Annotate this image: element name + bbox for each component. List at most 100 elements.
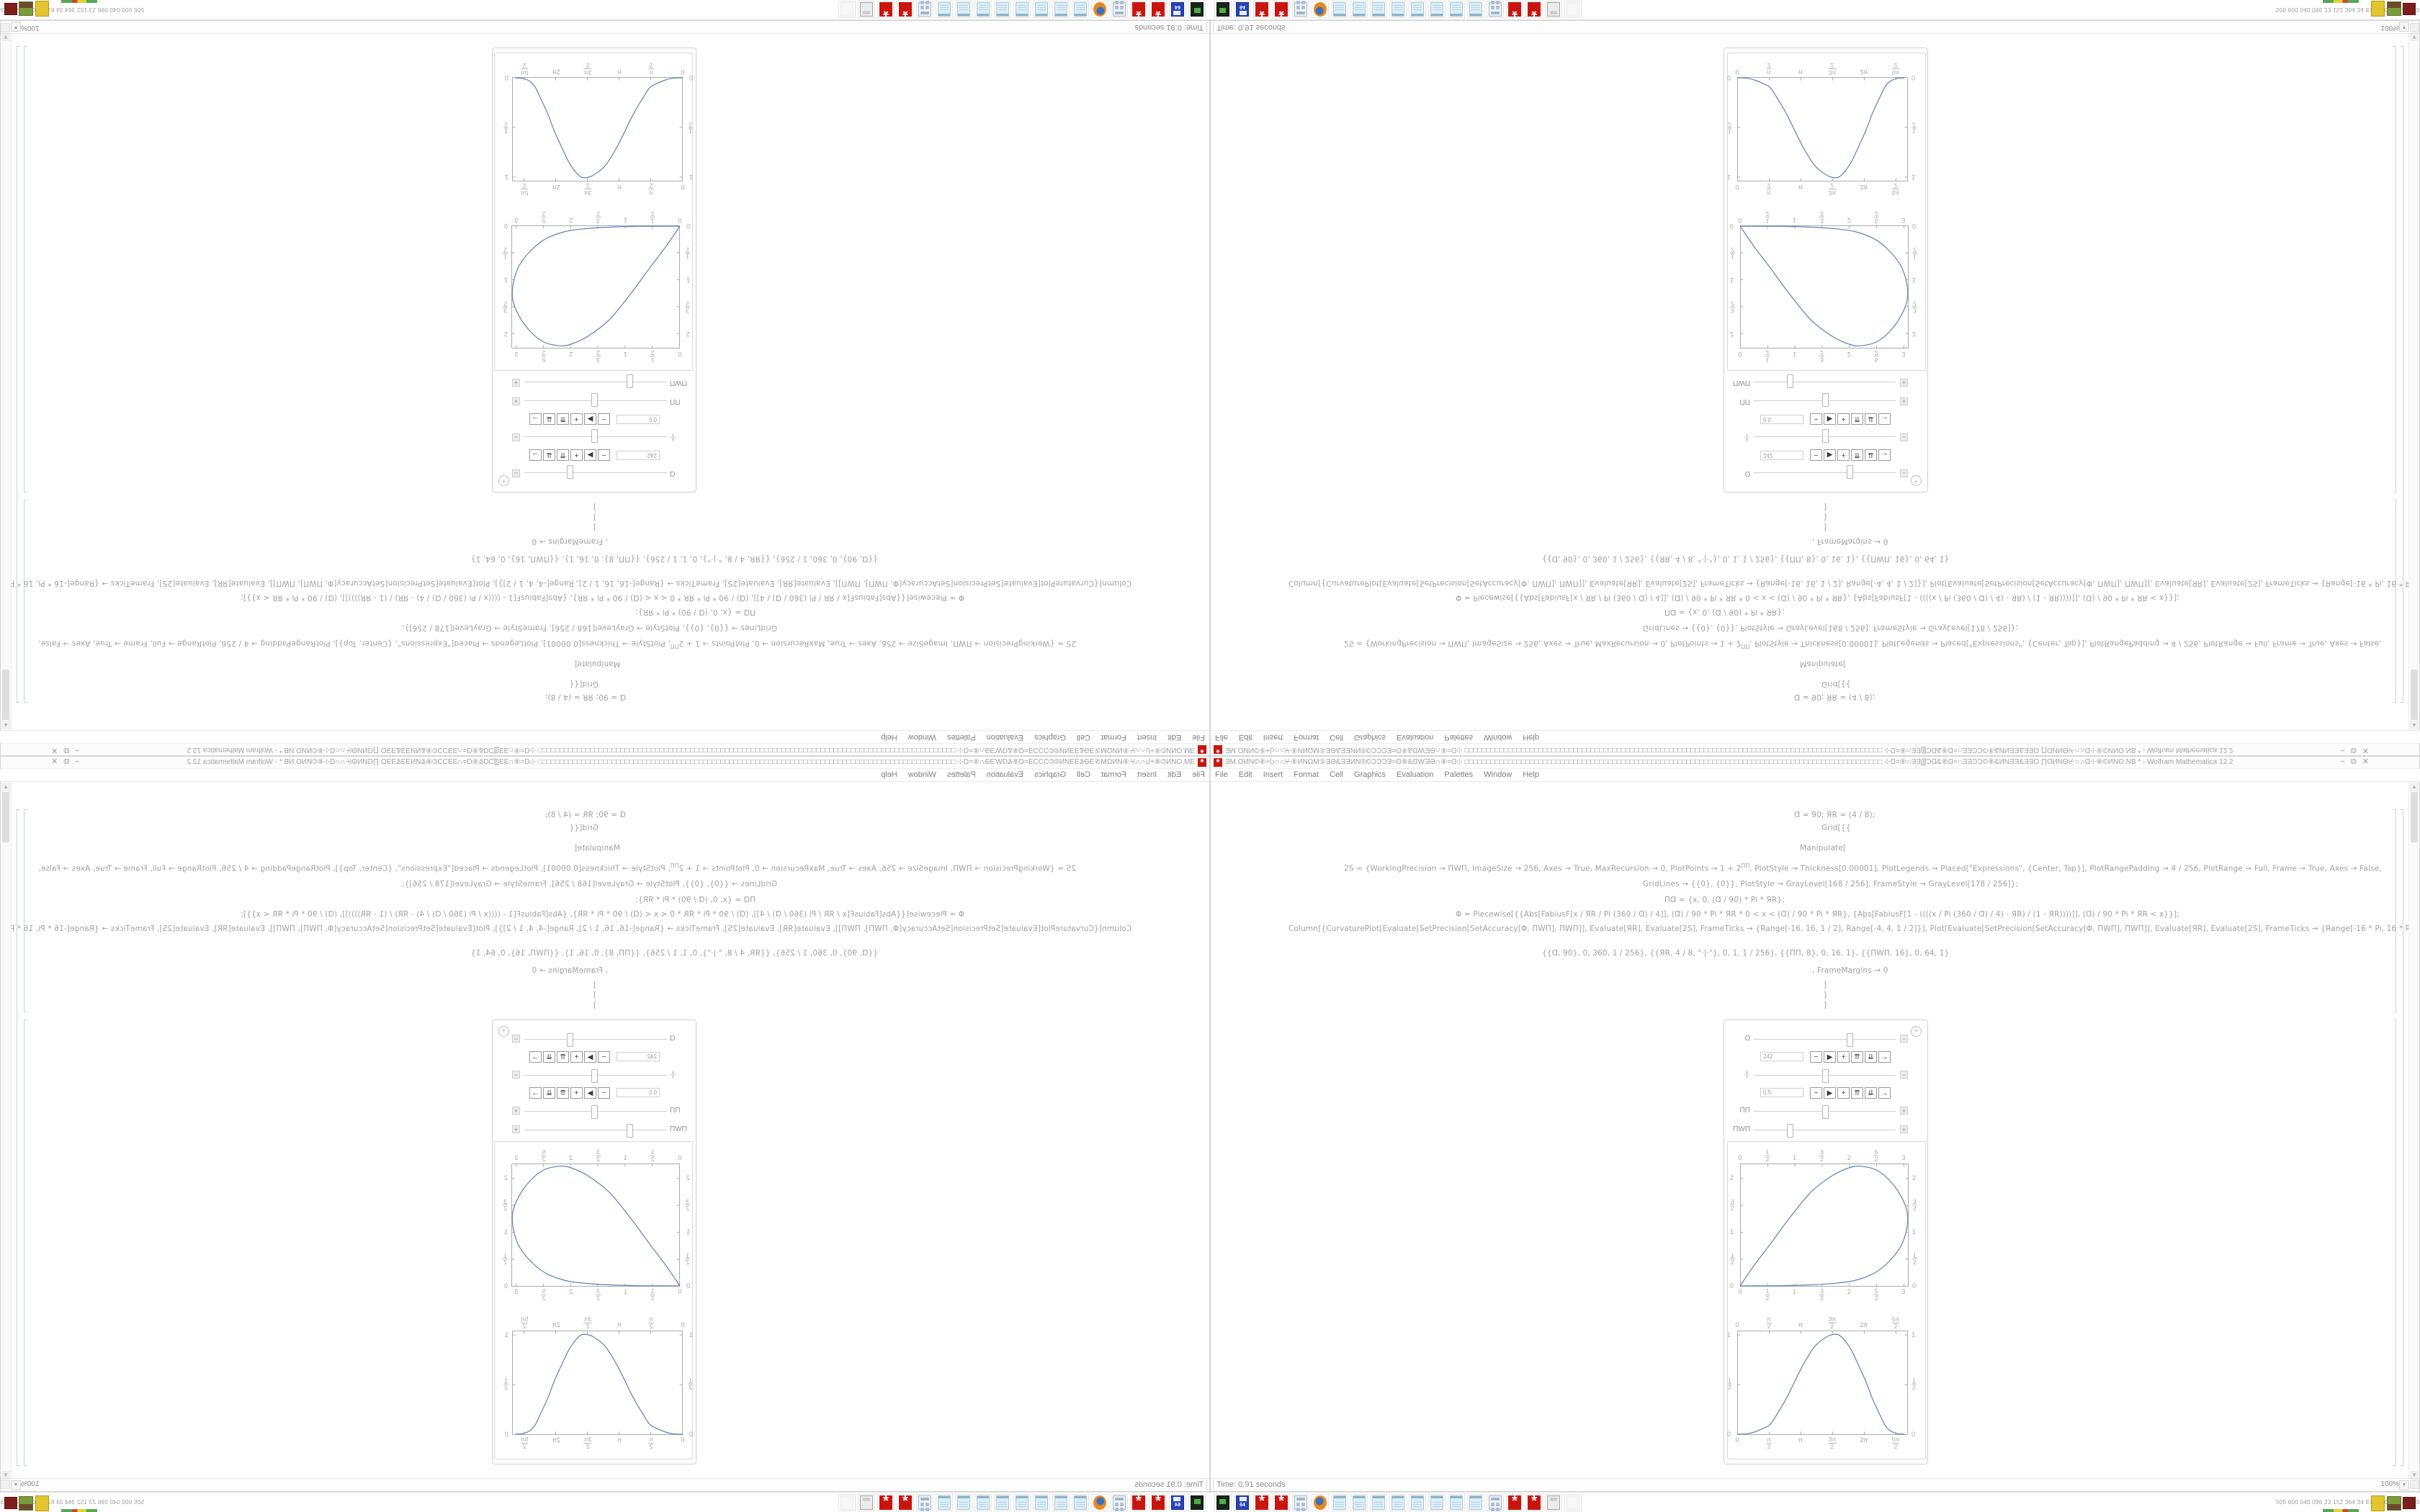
code-line-3[interactable]: Manipulate[ xyxy=(1800,660,1847,668)
slider-track-0[interactable] xyxy=(1753,465,1896,479)
taskbar-icon-note-9[interactable] xyxy=(1389,1494,1407,1511)
code-line-2[interactable]: Grid[{{ xyxy=(1821,680,1851,688)
taskbar-icon-calc-4[interactable] xyxy=(1111,1,1128,18)
menu-item-evaluation[interactable]: Evaluation xyxy=(986,733,1023,742)
taskbar-icon-mma-3[interactable]: * xyxy=(1130,1,1147,19)
slider-thumb-1[interactable] xyxy=(591,429,598,443)
scrollbar-thumb[interactable] xyxy=(2411,670,2418,720)
slider-track-0[interactable] xyxy=(1753,1033,1896,1047)
scrollbar-thumb[interactable] xyxy=(2,670,9,720)
menu-item-palettes[interactable]: Palettes xyxy=(1444,770,1474,779)
taskbar-icon-note-8[interactable] xyxy=(1370,1494,1387,1511)
menu-item-cell[interactable]: Cell xyxy=(1330,770,1344,779)
vertical-scrollbar[interactable]: ▲ ▼ xyxy=(1,782,12,1480)
anim-button-minus-0[interactable]: − xyxy=(598,1051,610,1063)
taskbar-icon-note-10[interactable] xyxy=(994,1494,1011,1511)
code-line-11[interactable]: ] xyxy=(1824,981,1827,989)
code-line-12[interactable]: ] xyxy=(1824,513,1827,521)
titlebar[interactable]: * ƎM.OИN©⑧+Ⴑ∩∩⊬⑧ИNΩM⑤ƎƏ&ƎƎИN®©ƆƆƆƎ=Ɑ⑧&ⱭⱲ… xyxy=(1,757,1209,769)
taskbar-icon-note-8[interactable] xyxy=(1033,1,1050,18)
taskbar-icon-calc-14[interactable] xyxy=(1487,1,1504,18)
cell-bracket-output[interactable] xyxy=(24,46,28,492)
menu-item-window[interactable]: Window xyxy=(908,770,936,779)
menu-item-insert[interactable]: Insert xyxy=(1263,733,1283,742)
slider-thumb-3[interactable] xyxy=(627,374,634,388)
magnification-dropdown-icon[interactable]: ▼ xyxy=(11,22,21,32)
slider-track-0[interactable] xyxy=(524,465,667,479)
expand-control-icon-3[interactable]: + xyxy=(512,1125,520,1133)
collapse-control-icon-0[interactable]: − xyxy=(1900,1035,1908,1043)
anim-button-plus-0[interactable]: + xyxy=(570,449,583,461)
manipulate-options-icon[interactable]: + xyxy=(498,475,509,486)
anim-button-play-1[interactable]: ▶ xyxy=(1824,1087,1836,1099)
titlebar[interactable]: * ƎM.OИN©⑧+Ⴑ∩∩⊬⑧ИNΩM⑤ƎƏ&ƎƎИN®©ƆƆƆƎ=Ɑ⑧&ⱭⱲ… xyxy=(1211,743,2419,755)
taskbar-icon-note-6[interactable] xyxy=(1331,1494,1348,1511)
taskbar-icon-calc-14[interactable] xyxy=(1487,1494,1504,1511)
slider-value-field-1[interactable]: 0.5 xyxy=(1760,415,1803,424)
menu-item-window[interactable]: Window xyxy=(908,733,936,742)
anim-button-play-1[interactable]: ▶ xyxy=(584,413,596,425)
close-button[interactable]: ✕ xyxy=(51,746,58,755)
cell-bracket-group[interactable] xyxy=(17,809,21,1466)
taskbar-icon-note-7[interactable] xyxy=(1350,1,1368,18)
slider-thumb-1[interactable] xyxy=(591,1069,598,1083)
slider-thumb-3[interactable] xyxy=(627,1124,634,1138)
taskbar-icon-note-12[interactable] xyxy=(1448,1494,1465,1511)
anim-button-play-0[interactable]: ▶ xyxy=(1824,449,1836,461)
scroll-corner[interactable] xyxy=(1,1480,10,1489)
collapse-control-icon-1[interactable]: − xyxy=(1900,433,1908,441)
slider-track-2[interactable] xyxy=(1753,1105,1896,1119)
taskbar-icon-printer-17[interactable] xyxy=(858,1494,875,1511)
menu-item-format[interactable]: Format xyxy=(1294,733,1319,742)
taskbar-icon-note-11[interactable] xyxy=(974,1,992,18)
taskbar-icon-mma-16[interactable]: * xyxy=(877,1,895,19)
taskbar-icon-firefox-5[interactable] xyxy=(1091,1,1108,18)
code-line-3[interactable]: Manipulate[ xyxy=(1800,844,1847,852)
slider-thumb-2[interactable] xyxy=(591,393,598,407)
scroll-up-icon[interactable]: ▲ xyxy=(1,783,10,791)
menu-item-cell[interactable]: Cell xyxy=(1330,733,1344,742)
taskbar-icon-note-12[interactable] xyxy=(955,1494,972,1511)
anim-button-slower-1[interactable]: ⇊ xyxy=(1865,413,1877,425)
anim-button-minus-1[interactable]: − xyxy=(1810,413,1822,425)
taskbar-icon-floppy-1[interactable]: 64 xyxy=(1234,1494,1251,1511)
slider-value-field-1[interactable]: 0.5 xyxy=(1760,1088,1803,1097)
anim-button-slower-1[interactable]: ⇊ xyxy=(543,1087,555,1099)
menu-item-palettes[interactable]: Palettes xyxy=(1444,733,1474,742)
tray-icon-yellow[interactable] xyxy=(35,1495,49,1511)
slider-thumb-2[interactable] xyxy=(1822,1105,1829,1119)
code-line-13[interactable]: ] xyxy=(1824,1001,1827,1009)
menu-item-file[interactable]: File xyxy=(1215,770,1228,779)
anim-button-faster-0[interactable]: ⇈ xyxy=(1851,1051,1863,1063)
taskbar-icon-note-8[interactable] xyxy=(1033,1494,1050,1511)
taskbar-icon-printer-17[interactable] xyxy=(1545,1,1562,18)
code-line-4[interactable]: 2S = {WorkingPrecision → ΠWΠ, ImageSize … xyxy=(38,639,1076,650)
vertical-scrollbar[interactable]: ▲ ▼ xyxy=(2408,32,2419,730)
taskbar-icon-note-9[interactable] xyxy=(1013,1494,1031,1511)
menu-item-help[interactable]: Help xyxy=(1523,770,1539,779)
taskbar-icon-mma-15[interactable]: * xyxy=(1506,1494,1523,1511)
cell-bracket-output[interactable] xyxy=(24,1020,28,1466)
anim-button-slower-0[interactable]: ⇊ xyxy=(1865,449,1877,461)
taskbar-icon-note-6[interactable] xyxy=(1072,1494,1089,1511)
taskbar-icon-ghost-18[interactable] xyxy=(1564,1,1582,18)
code-line-4[interactable]: 2S = {WorkingPrecision → ΠWΠ, ImageSize … xyxy=(38,863,1076,873)
slider-thumb-0[interactable] xyxy=(567,1033,574,1047)
slider-value-field-0[interactable]: 242 xyxy=(1760,1052,1803,1061)
tray-icon-yellow[interactable] xyxy=(2371,1495,2385,1511)
code-line-10[interactable]: , FrameMargins → 0 xyxy=(532,537,608,546)
expand-control-icon-2[interactable]: + xyxy=(512,1107,520,1115)
taskbar-icon-note-11[interactable] xyxy=(974,1494,992,1511)
slider-track-1[interactable] xyxy=(1753,429,1896,443)
manipulate-options-icon[interactable]: + xyxy=(498,1026,509,1037)
taskbar-icon-firefox-5[interactable] xyxy=(1312,1494,1329,1511)
anim-button-plus-1[interactable]: + xyxy=(1837,1087,1850,1099)
code-line-7[interactable]: Φ = Piecewise[{{Abs[FabiusF[x / ЯR / Pi … xyxy=(241,593,964,602)
anim-button-plus-1[interactable]: + xyxy=(1837,413,1850,425)
slider-thumb-3[interactable] xyxy=(1786,1124,1793,1138)
expand-control-icon-2[interactable]: + xyxy=(512,397,520,405)
menu-item-window[interactable]: Window xyxy=(1484,733,1512,742)
code-line-11[interactable]: ] xyxy=(1824,523,1827,531)
magnification-value[interactable]: 100% xyxy=(21,1480,40,1488)
slider-thumb-2[interactable] xyxy=(591,1105,598,1119)
